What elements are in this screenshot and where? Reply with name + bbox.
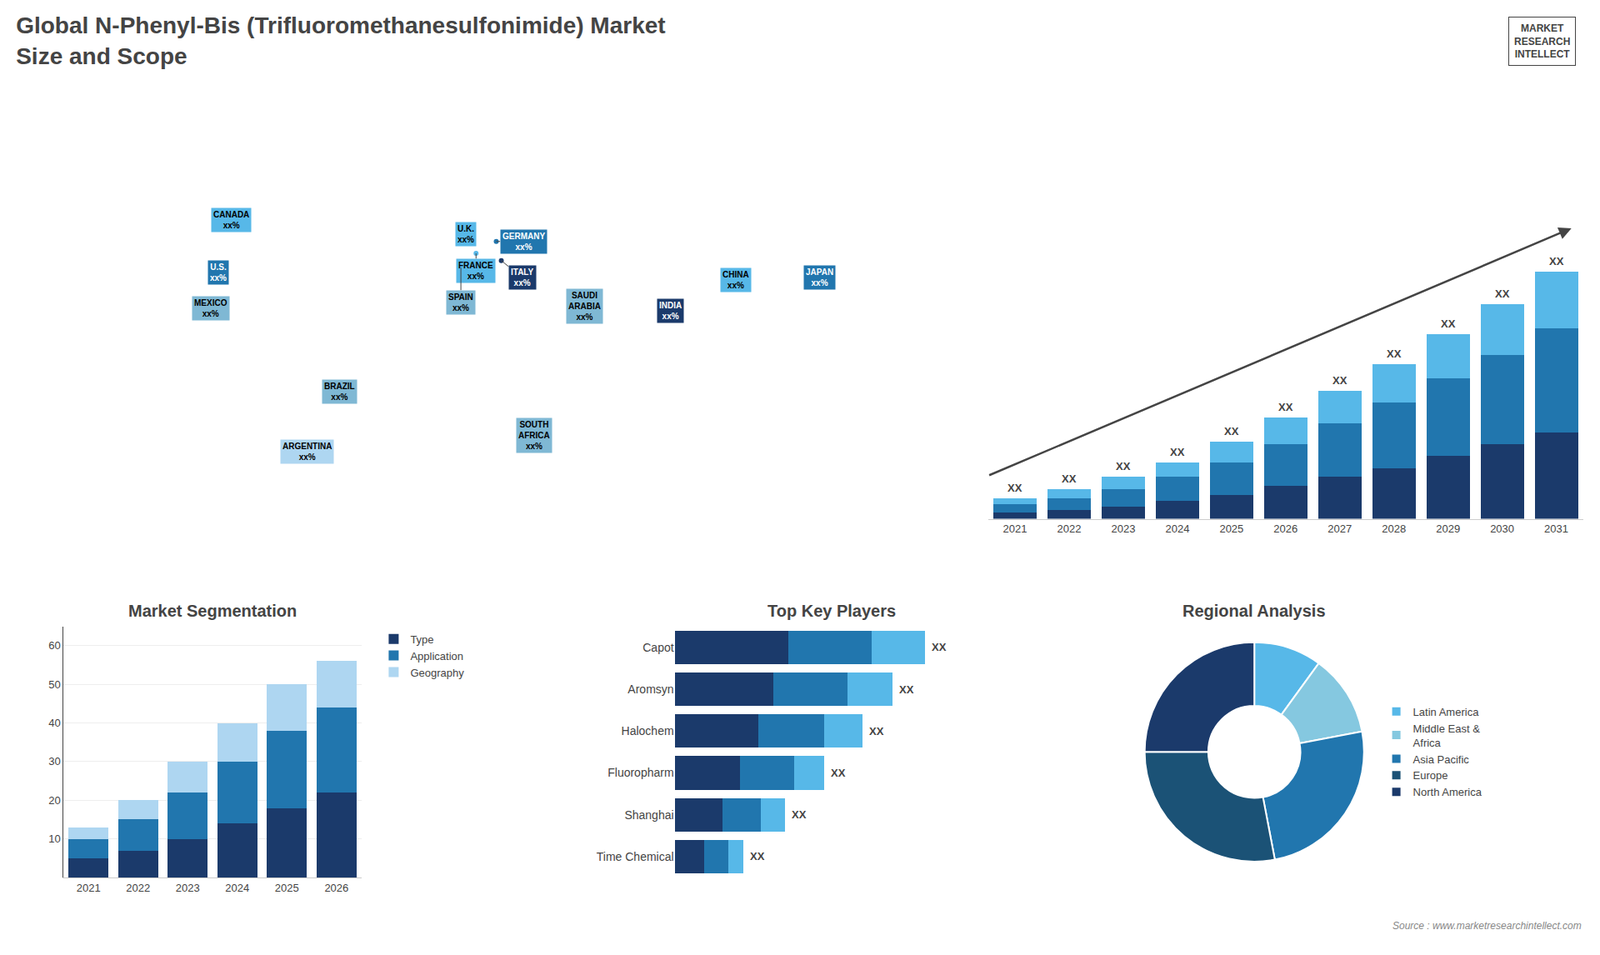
svg-text:INDIAxx%: INDIAxx%: [659, 300, 682, 321]
svg-text:XX: XX: [899, 683, 915, 696]
svg-text:U.S.xx%: U.S.xx%: [210, 262, 227, 283]
svg-text:10: 10: [48, 832, 60, 845]
svg-text:XX: XX: [1549, 255, 1565, 268]
svg-text:Source : www.marketresearchint: Source : www.marketresearchintellect.com: [1392, 920, 1582, 932]
svg-text:FRANCExx%: FRANCExx%: [458, 260, 494, 281]
svg-text:XX: XX: [1224, 425, 1240, 438]
svg-text:20: 20: [48, 794, 60, 807]
svg-text:Top Key Players: Top Key Players: [767, 601, 896, 620]
svg-text:XX: XX: [791, 808, 807, 821]
svg-text:2025: 2025: [1219, 522, 1244, 535]
svg-text:XX: XX: [1332, 374, 1348, 387]
svg-text:MARKETRESEARCHINTELLECT: MARKETRESEARCHINTELLECT: [1514, 22, 1570, 60]
svg-text:Regional Analysis: Regional Analysis: [1182, 601, 1326, 620]
svg-text:Middle East &Africa: Middle East &Africa: [1413, 722, 1481, 750]
svg-text:2023: 2023: [1110, 522, 1135, 535]
svg-text:CANADAxx%: CANADAxx%: [213, 210, 250, 230]
svg-text:Global N-Phenyl-Bis (Trifluoro: Global N-Phenyl-Bis (Trifluoromethanesul…: [15, 12, 665, 69]
svg-text:2023: 2023: [175, 881, 200, 895]
svg-text:ITALYxx%: ITALYxx%: [510, 267, 535, 288]
svg-text:SAUDIARABIAxx%: SAUDIARABIAxx%: [568, 290, 601, 322]
svg-text:GERMANYxx%: GERMANYxx%: [502, 231, 545, 252]
svg-text:30: 30: [48, 755, 60, 768]
svg-text:Fluoropharm: Fluoropharm: [607, 765, 674, 780]
svg-text:Europe: Europe: [1413, 769, 1449, 782]
svg-text:Latin America: Latin America: [1413, 705, 1480, 719]
svg-text:Capot: Capot: [642, 640, 674, 655]
svg-text:2024: 2024: [1165, 522, 1190, 535]
svg-text:2031: 2031: [1544, 522, 1569, 535]
svg-text:2026: 2026: [1273, 522, 1298, 535]
svg-text:SPAINxx%: SPAINxx%: [448, 292, 474, 313]
svg-text:CHINAxx%: CHINAxx%: [722, 270, 750, 290]
svg-text:Type: Type: [410, 633, 434, 646]
svg-text:Application: Application: [410, 650, 464, 663]
svg-text:2027: 2027: [1327, 522, 1352, 535]
svg-text:XX: XX: [1495, 287, 1510, 300]
svg-text:Time Chemical: Time Chemical: [596, 850, 675, 864]
svg-text:Halochem: Halochem: [621, 724, 675, 738]
svg-text:60: 60: [48, 639, 60, 652]
svg-text:XX: XX: [1061, 472, 1077, 485]
svg-text:50: 50: [48, 678, 60, 691]
svg-text:XX: XX: [1007, 481, 1023, 495]
svg-text:XX: XX: [869, 725, 885, 738]
svg-text:XX: XX: [1115, 460, 1131, 473]
svg-text:XX: XX: [1170, 445, 1185, 459]
svg-text:U.K.xx%: U.K.xx%: [457, 224, 475, 245]
svg-text:2022: 2022: [125, 881, 150, 895]
svg-text:Asia Pacific: Asia Pacific: [1413, 753, 1470, 766]
svg-text:2022: 2022: [1057, 522, 1082, 535]
svg-text:XX: XX: [750, 850, 765, 863]
svg-text:2024: 2024: [225, 881, 250, 895]
svg-text:2029: 2029: [1435, 522, 1460, 535]
svg-text:40: 40: [48, 716, 60, 730]
svg-text:2021: 2021: [76, 881, 101, 895]
svg-text:JAPANxx%: JAPANxx%: [805, 267, 834, 288]
svg-text:BRAZILxx%: BRAZILxx%: [324, 381, 355, 402]
svg-text:MEXICOxx%: MEXICOxx%: [194, 298, 228, 319]
svg-text:XX: XX: [931, 640, 947, 654]
svg-text:XX: XX: [1386, 347, 1402, 360]
svg-text:North America: North America: [1413, 785, 1483, 799]
svg-text:2025: 2025: [275, 881, 300, 895]
svg-text:Geography: Geography: [410, 666, 465, 680]
svg-text:2021: 2021: [1003, 522, 1028, 535]
svg-text:XX: XX: [1440, 317, 1456, 330]
svg-text:Market Segmentation: Market Segmentation: [128, 601, 297, 620]
svg-text:SOUTHAFRICAxx%: SOUTHAFRICAxx%: [518, 420, 550, 451]
svg-text:Aromsyn: Aromsyn: [627, 682, 674, 696]
svg-text:XX: XX: [1278, 400, 1294, 414]
svg-text:2026: 2026: [324, 881, 349, 895]
svg-text:ARGENTINAxx%: ARGENTINAxx%: [282, 441, 332, 462]
svg-text:2028: 2028: [1381, 522, 1406, 535]
svg-text:Shanghai: Shanghai: [624, 808, 674, 822]
svg-text:XX: XX: [830, 766, 846, 780]
svg-text:2030: 2030: [1490, 522, 1515, 535]
